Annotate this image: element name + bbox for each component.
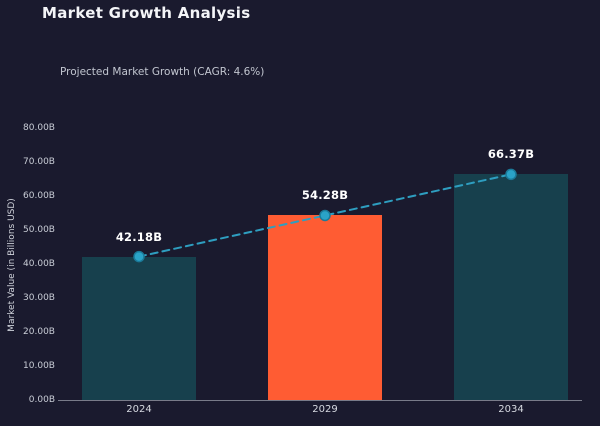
y-tick-label: 70.00B xyxy=(23,157,55,167)
x-axis-line xyxy=(58,400,582,401)
y-tick-label: 50.00B xyxy=(23,225,55,235)
bar-2034 xyxy=(454,174,568,400)
y-tick-label: 30.00B xyxy=(23,293,55,303)
chart-title: Market Growth Analysis xyxy=(42,4,251,22)
y-tick-label: 10.00B xyxy=(23,361,55,371)
x-tick-label: 2029 xyxy=(312,404,338,415)
x-tick-label: 2034 xyxy=(498,404,524,415)
x-tick-label: 2024 xyxy=(126,404,152,415)
data-label: 42.18B xyxy=(115,229,163,244)
y-tick-label: 40.00B xyxy=(23,259,55,269)
y-tick-label: 80.00B xyxy=(23,123,55,133)
bar-2024 xyxy=(82,256,196,400)
bar-2029 xyxy=(268,215,382,400)
y-tick-label: 0.00B xyxy=(28,395,55,405)
chart-subtitle: Projected Market Growth (CAGR: 4.6%) xyxy=(60,66,265,78)
data-label: 54.28B xyxy=(301,188,349,203)
y-tick-label: 20.00B xyxy=(23,327,55,337)
y-tick-label: 60.00B xyxy=(23,191,55,201)
data-label: 66.37B xyxy=(487,147,535,162)
